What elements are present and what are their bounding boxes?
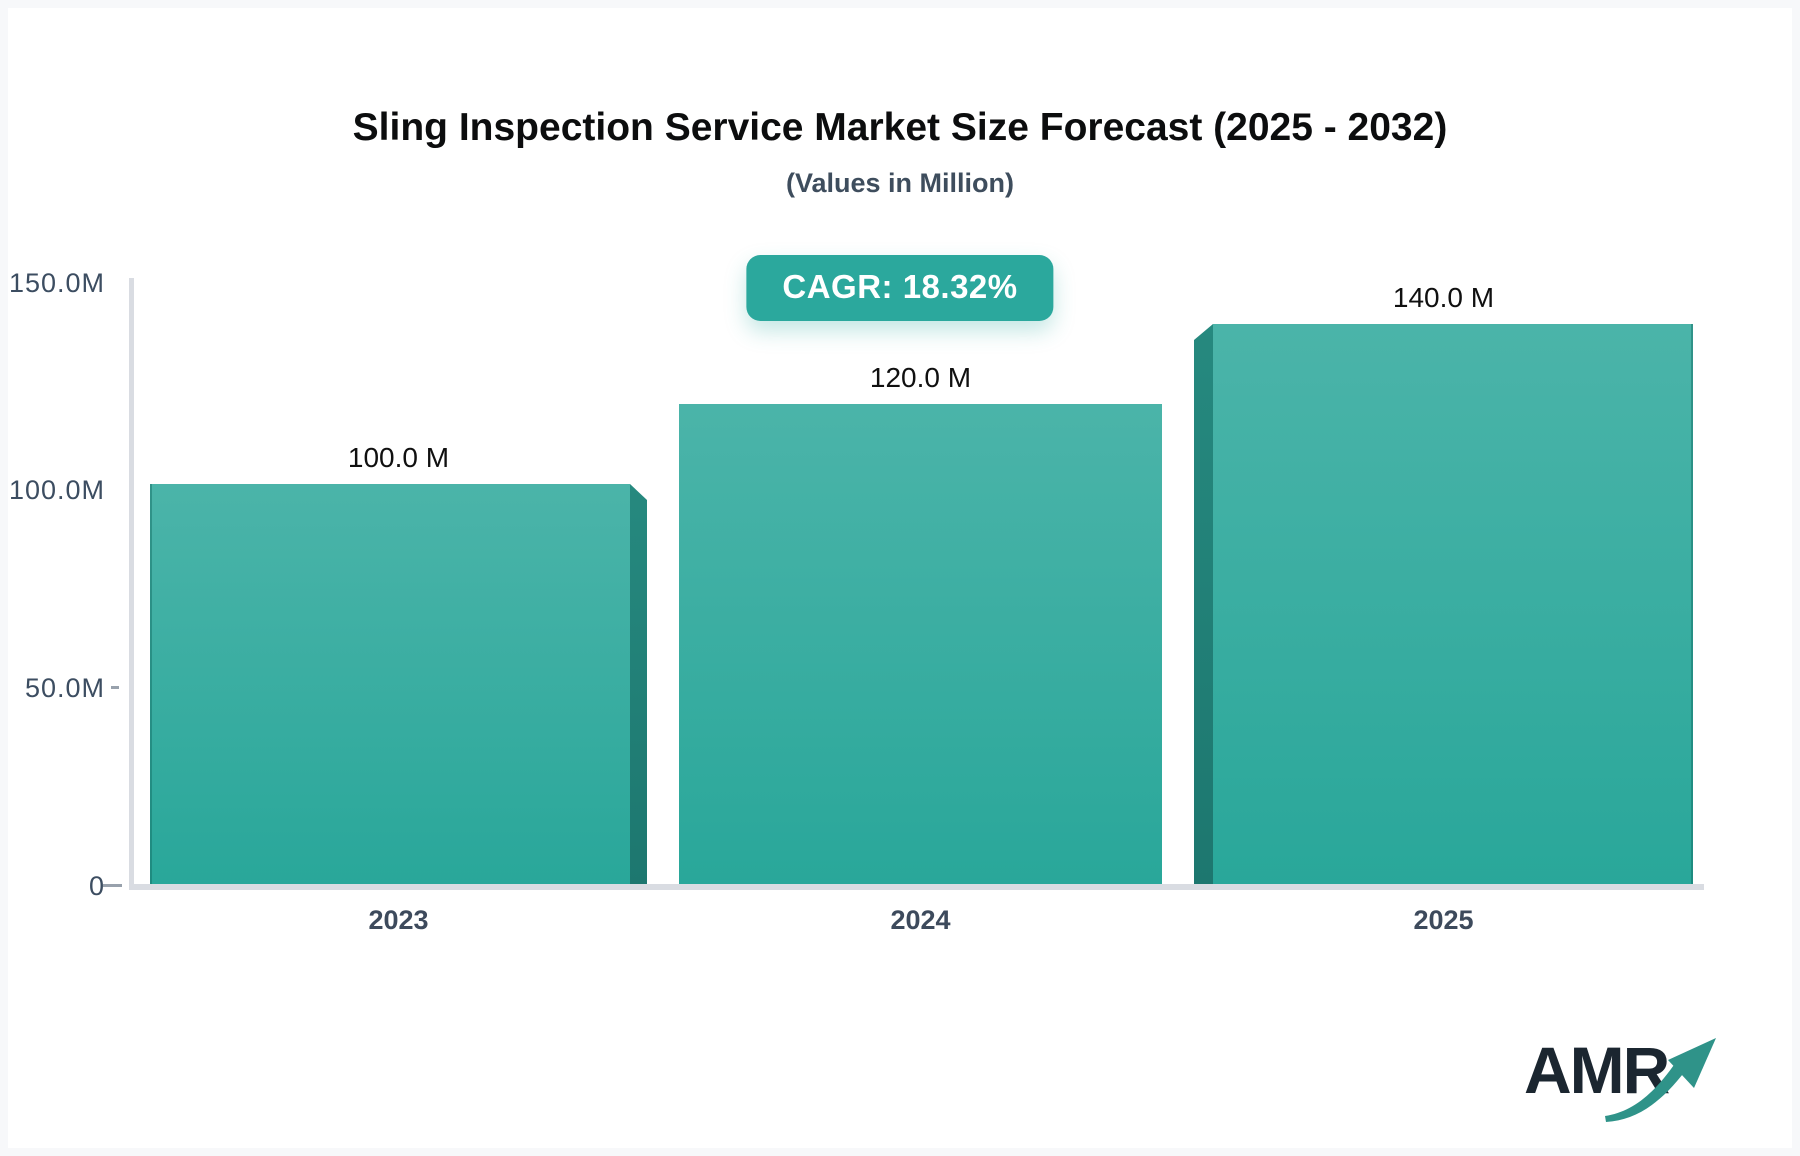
frame-edge-right	[1792, 0, 1800, 1156]
frame-edge-top	[0, 0, 1800, 8]
bar-value-label-2024: 120.0 M	[869, 362, 972, 393]
chart-subtitle: (Values in Million)	[785, 168, 1015, 198]
frame-edge-bottom	[0, 1148, 1800, 1156]
y-tick-label-150m: 150.0M	[8, 268, 105, 298]
y-tick-mark-0	[103, 884, 122, 887]
y-tick-label-50m: 50.0M	[24, 673, 105, 703]
y-axis-line	[129, 278, 134, 890]
y-tick-label-0: 0	[88, 871, 105, 901]
bar-face-2023	[150, 484, 630, 884]
x-axis-label-2024: 2024	[890, 905, 951, 935]
amr-logo: AMR	[1524, 1030, 1754, 1140]
x-axis-label-2025: 2025	[1413, 905, 1474, 935]
y-tick-mark-50m	[111, 686, 119, 689]
cagr-badge: CAGR: 18.32%	[746, 255, 1054, 321]
x-axis-label-2023: 2023	[368, 905, 429, 935]
x-axis-line	[129, 884, 1704, 890]
chart-title: Sling Inspection Service Market Size For…	[352, 106, 1448, 149]
bar-value-label-2023: 100.0 M	[347, 442, 450, 473]
bar-2023: 100.0 M	[150, 442, 647, 884]
y-tick-label-100m: 100.0M	[8, 475, 105, 505]
bar-2024: 120.0 M	[679, 362, 1162, 884]
bar-side-bevel-2025	[1194, 324, 1213, 884]
amr-logo-text: AMR	[1524, 1033, 1670, 1107]
bar-face-2025	[1213, 324, 1693, 884]
bar-face-2024	[679, 404, 1162, 884]
growth-arrow-icon	[1605, 1038, 1716, 1122]
bar-2025: 140.0 M	[1194, 282, 1693, 884]
bar-value-label-2025: 140.0 M	[1392, 282, 1495, 313]
bar-side-bevel-2023	[630, 484, 647, 884]
frame-edge-left	[0, 0, 8, 1156]
